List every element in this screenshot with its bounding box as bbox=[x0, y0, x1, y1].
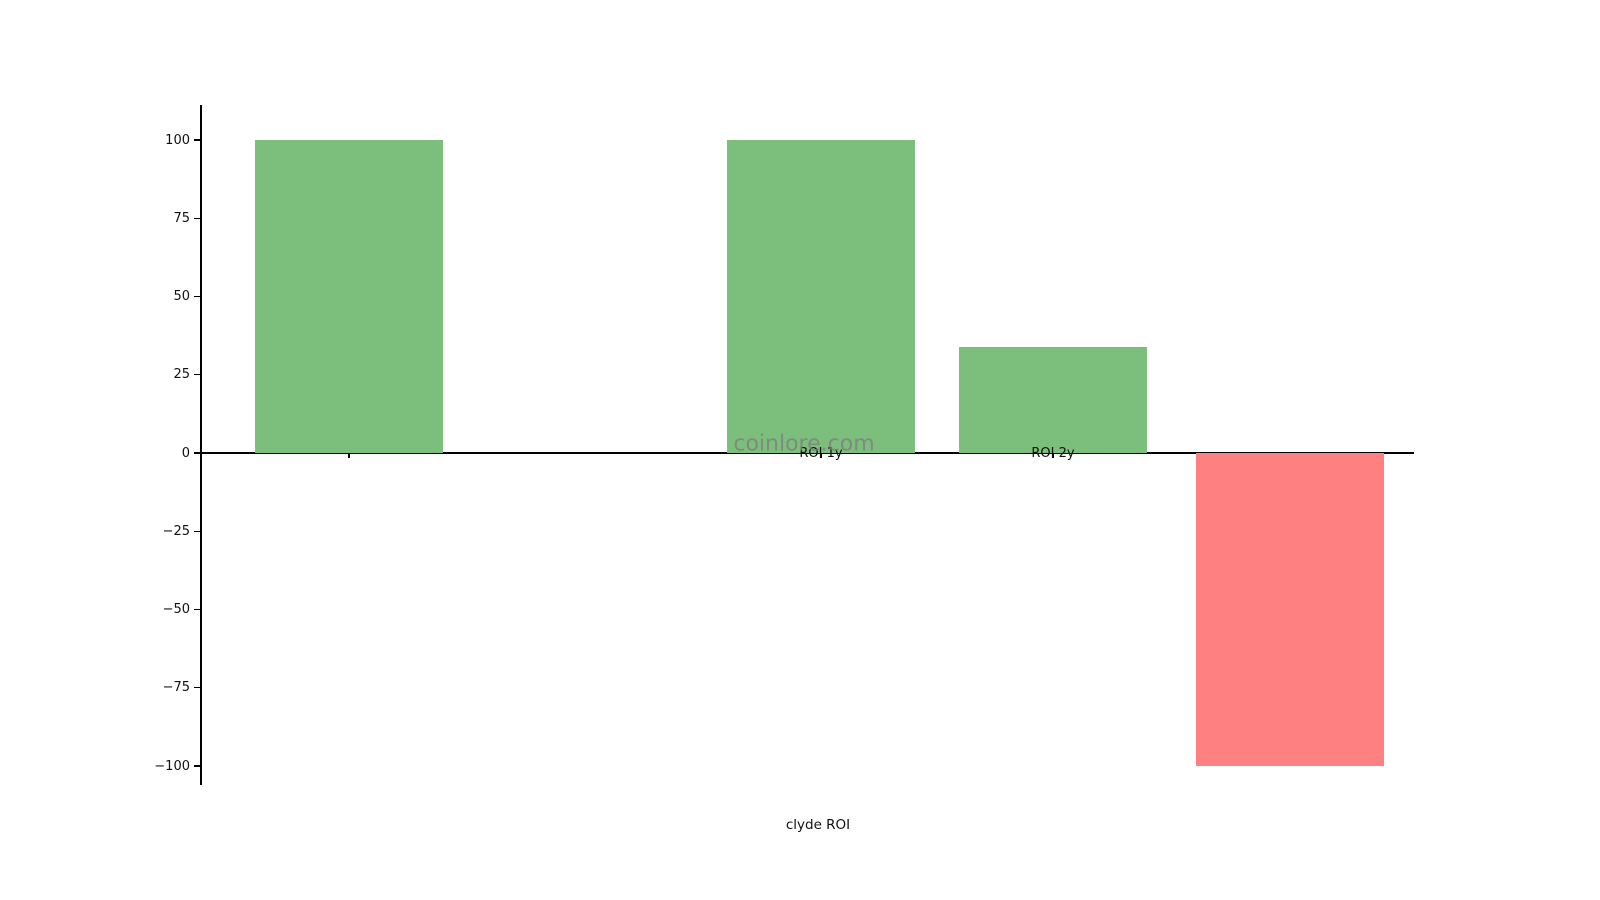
y-tick-mark bbox=[194, 608, 201, 611]
y-tick-label: 100 bbox=[165, 132, 190, 148]
bar-roi-2y bbox=[959, 346, 1147, 453]
y-tick-label: −100 bbox=[154, 758, 190, 774]
y-tick-label: 50 bbox=[173, 289, 190, 304]
y-tick-mark bbox=[194, 217, 201, 219]
x-tick-mark bbox=[820, 453, 822, 458]
bar-1 bbox=[255, 140, 443, 453]
watermark: coinlore.com bbox=[733, 431, 875, 457]
x-tick-mark bbox=[1052, 453, 1054, 458]
y-tick-mark bbox=[194, 139, 201, 141]
y-tick-label: 0 bbox=[181, 445, 190, 461]
y-axis-spine bbox=[200, 105, 202, 785]
y-tick-label: −75 bbox=[162, 680, 190, 696]
y-tick-mark bbox=[194, 530, 201, 532]
y-tick-mark bbox=[194, 295, 201, 298]
y-tick-label: −50 bbox=[162, 602, 190, 617]
y-tick-mark bbox=[194, 374, 201, 376]
y-tick-mark bbox=[194, 452, 201, 454]
x-axis-title: clyde ROI bbox=[785, 817, 851, 833]
y-tick-mark bbox=[194, 765, 201, 767]
x-tick-label-roi-2y: ROI 2y bbox=[1031, 446, 1075, 461]
x-tick-mark bbox=[348, 453, 350, 458]
y-tick-label: 25 bbox=[173, 367, 190, 383]
x-tick-label-roi-1y: ROI 1y bbox=[799, 446, 843, 461]
y-tick-label: −25 bbox=[162, 523, 190, 539]
y-tick-mark bbox=[194, 687, 201, 689]
bar-roi-1y bbox=[727, 140, 915, 453]
y-tick-label: 75 bbox=[173, 210, 190, 226]
bar-4 bbox=[1196, 453, 1384, 766]
